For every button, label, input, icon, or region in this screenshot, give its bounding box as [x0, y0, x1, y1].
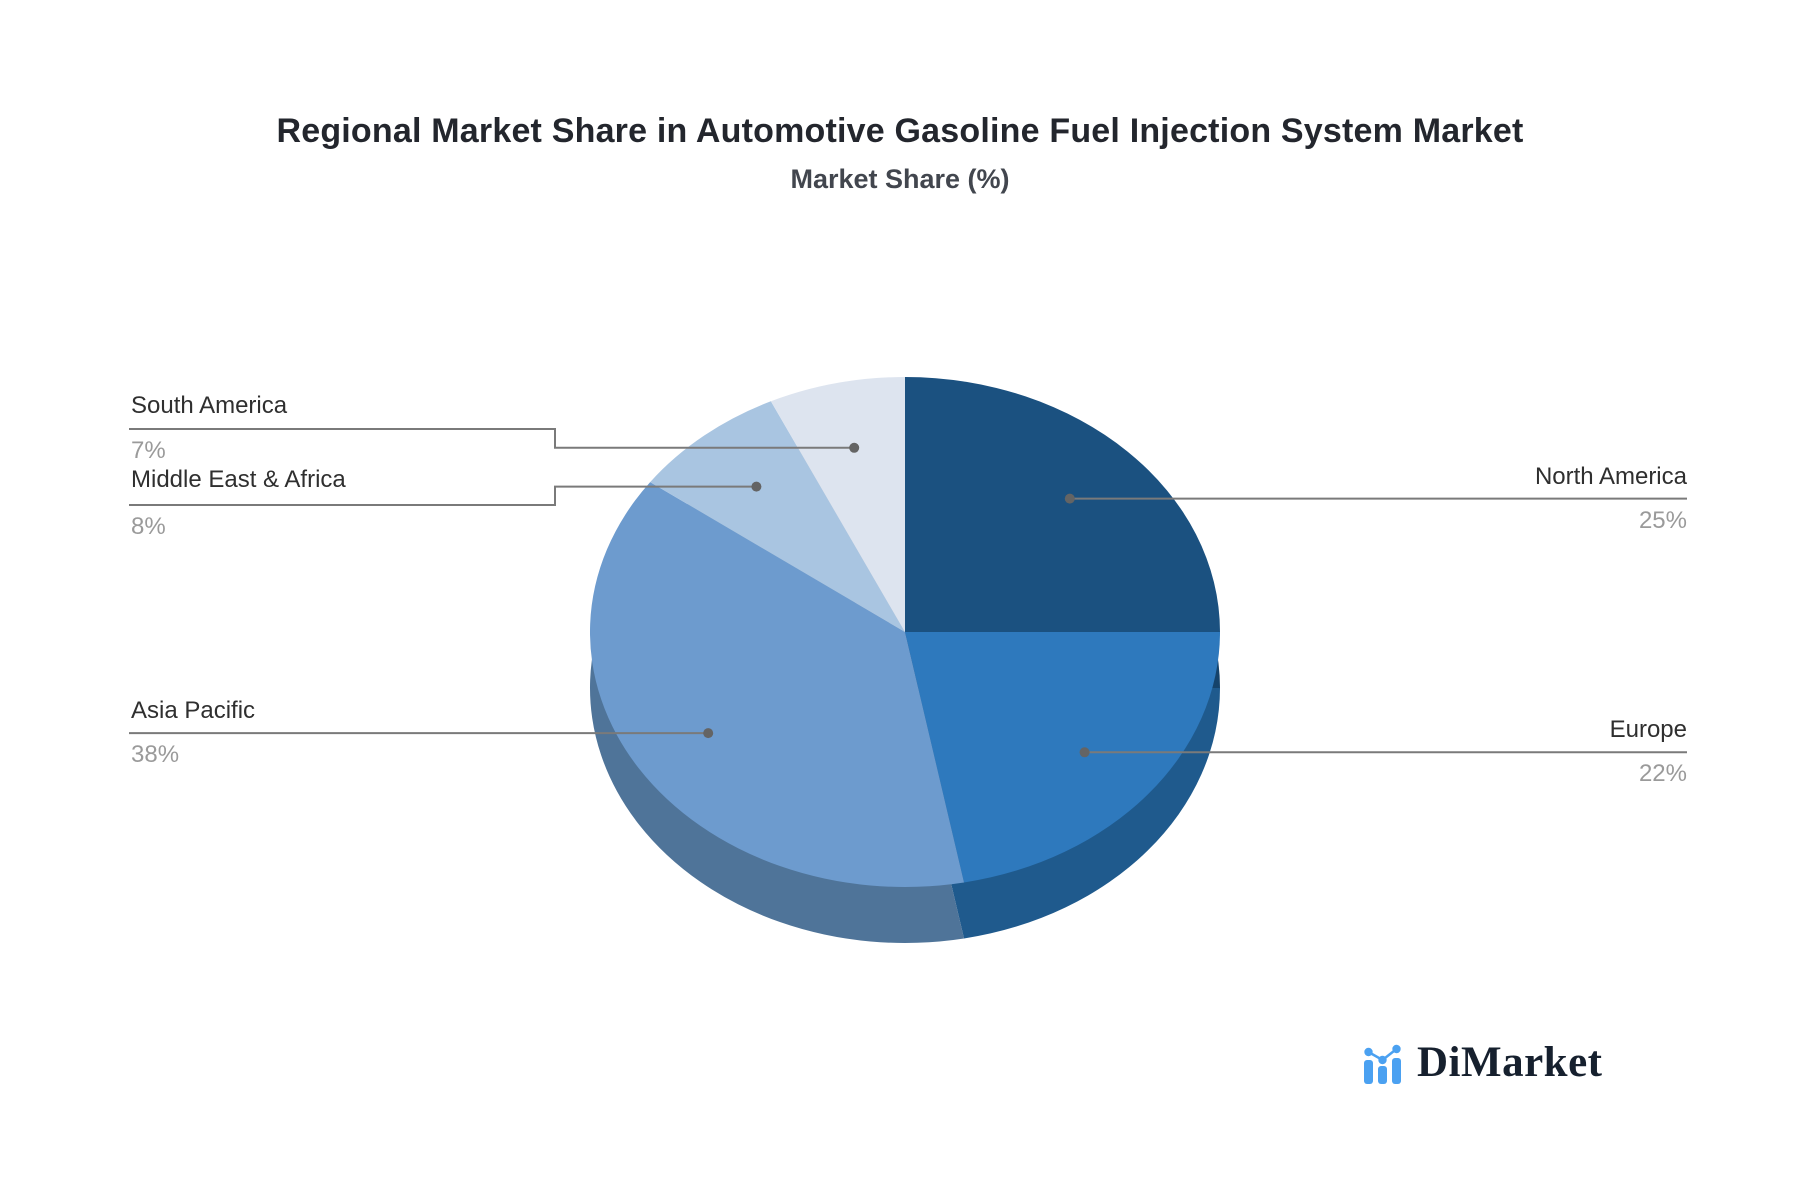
slice-label: South America [131, 392, 288, 419]
pie-slice-europe[interactable] [905, 632, 1220, 883]
pie-slice-south-america[interactable] [770, 377, 905, 632]
callout-dot [849, 442, 860, 453]
callout-dot [751, 481, 762, 492]
callout-line [129, 485, 757, 506]
slice-percent: 7% [131, 437, 166, 464]
bar-line-chart-icon [1364, 1044, 1401, 1084]
dimarket-logo: DiMarket [1362, 1040, 1603, 1086]
callout-dot [703, 728, 714, 739]
chart-subtitle: Market Share (%) [790, 164, 1010, 194]
pie-top [589, 377, 1220, 887]
chart-title: Regional Market Share in Automotive Gaso… [276, 112, 1524, 150]
slice-label: Asia Pacific [131, 697, 256, 724]
pie-slice-asia-pacific[interactable] [589, 482, 965, 887]
callout-dot [1064, 493, 1075, 504]
slice-label: Middle East & Africa [131, 466, 346, 493]
slice-percent: 8% [131, 513, 166, 540]
callout-dot [1079, 747, 1090, 758]
slice-label: Europe [1609, 716, 1687, 743]
callout-line [129, 428, 855, 449]
slice-percent: 22% [1638, 760, 1687, 787]
pie-slice-middle-east-africa[interactable] [650, 401, 905, 632]
dimarket-logo-text: DiMarket [1417, 1039, 1603, 1086]
slice-percent: 25% [1638, 507, 1687, 534]
slice-percent: 38% [131, 741, 180, 768]
pie-slice-north-america[interactable] [905, 377, 1220, 632]
slice-label: North America [1534, 463, 1687, 490]
